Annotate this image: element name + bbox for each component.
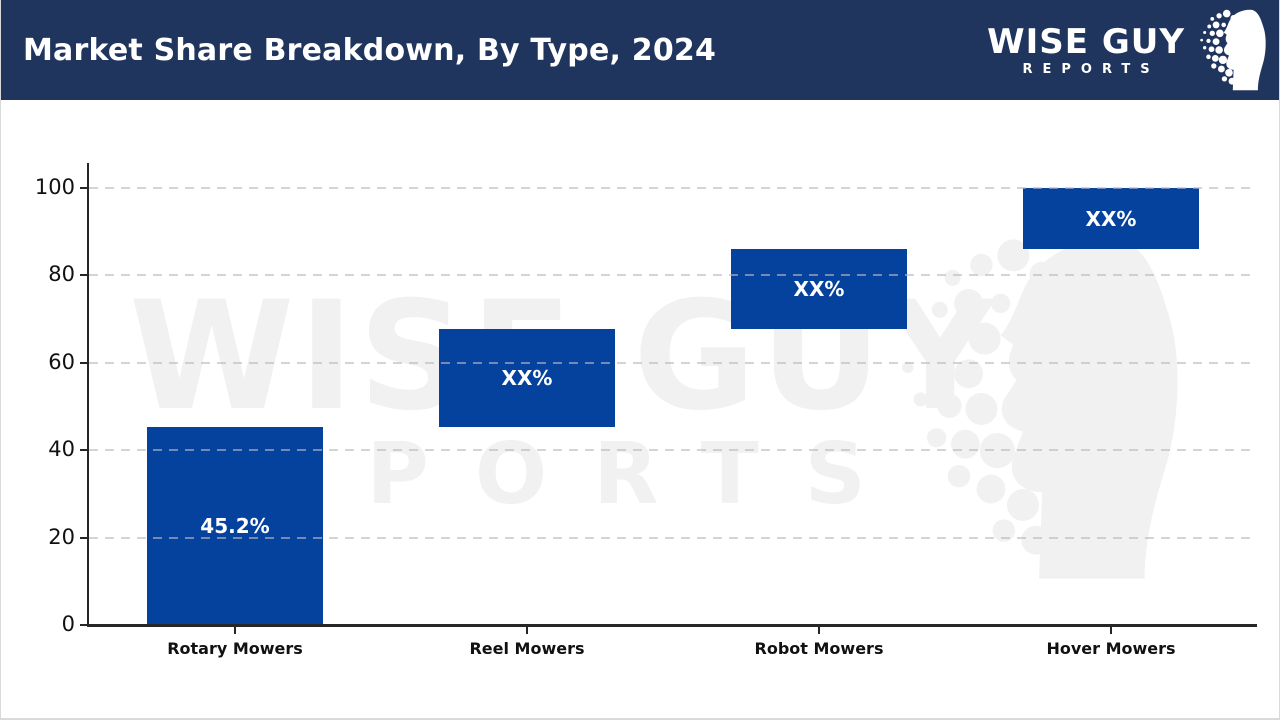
brand-logo: WISE GUY REPORTS (987, 8, 1267, 92)
gridline-100 (89, 187, 1257, 189)
plot-area: 45.2% XX% XX% XX% (89, 163, 1257, 625)
y-tick-label-20: 20 (48, 524, 75, 549)
bar-reel-mowers: XX% (439, 328, 615, 428)
y-tick-label-0: 0 (61, 612, 75, 636)
x-tick (818, 627, 820, 634)
x-tick (1110, 627, 1112, 634)
y-tick-label-40: 40 (48, 437, 75, 462)
y-tick-label-60: 60 (48, 349, 75, 374)
gridline-40 (89, 449, 1257, 452)
x-tick (234, 627, 236, 634)
gridline-60 (89, 361, 1257, 364)
bar-value-label: 45.2% (200, 514, 270, 539)
bar-hover-mowers: XX% (1023, 188, 1199, 250)
bar-value-label: XX% (793, 276, 845, 301)
header-bar: Market Share Breakdown, By Type, 2024 WI… (1, 0, 1279, 100)
gridline-80 (89, 274, 1257, 277)
logo-subtext: REPORTS (1022, 61, 1160, 77)
x-tick (526, 627, 528, 634)
bar-value-label: XX% (501, 366, 553, 391)
y-tick (80, 361, 88, 364)
x-label-rotary-mowers: Rotary Mowers (167, 639, 303, 658)
y-tick (80, 187, 88, 189)
gridline-20 (89, 536, 1257, 539)
bar-value-label: XX% (1085, 206, 1137, 231)
x-label-hover-mowers: Hover Mowers (1046, 639, 1176, 658)
y-tick-label-80: 80 (48, 262, 75, 287)
y-axis-spine (87, 163, 89, 627)
x-label-reel-mowers: Reel Mowers (469, 639, 585, 658)
x-axis-spine (87, 624, 1257, 627)
y-tick (80, 449, 88, 452)
logo-wordmark: WISE GUY (987, 21, 1185, 62)
x-label-robot-mowers: Robot Mowers (754, 639, 884, 658)
page-title: Market Share Breakdown, By Type, 2024 (23, 32, 717, 68)
y-tick (80, 624, 88, 626)
logo-face-icon (1200, 9, 1266, 91)
bar-rotary-mowers: 45.2% (147, 427, 323, 625)
y-tick-label-100: 100 (34, 175, 75, 199)
y-tick (80, 274, 88, 277)
bar-robot-mowers: XX% (731, 249, 907, 329)
y-tick (80, 536, 88, 539)
